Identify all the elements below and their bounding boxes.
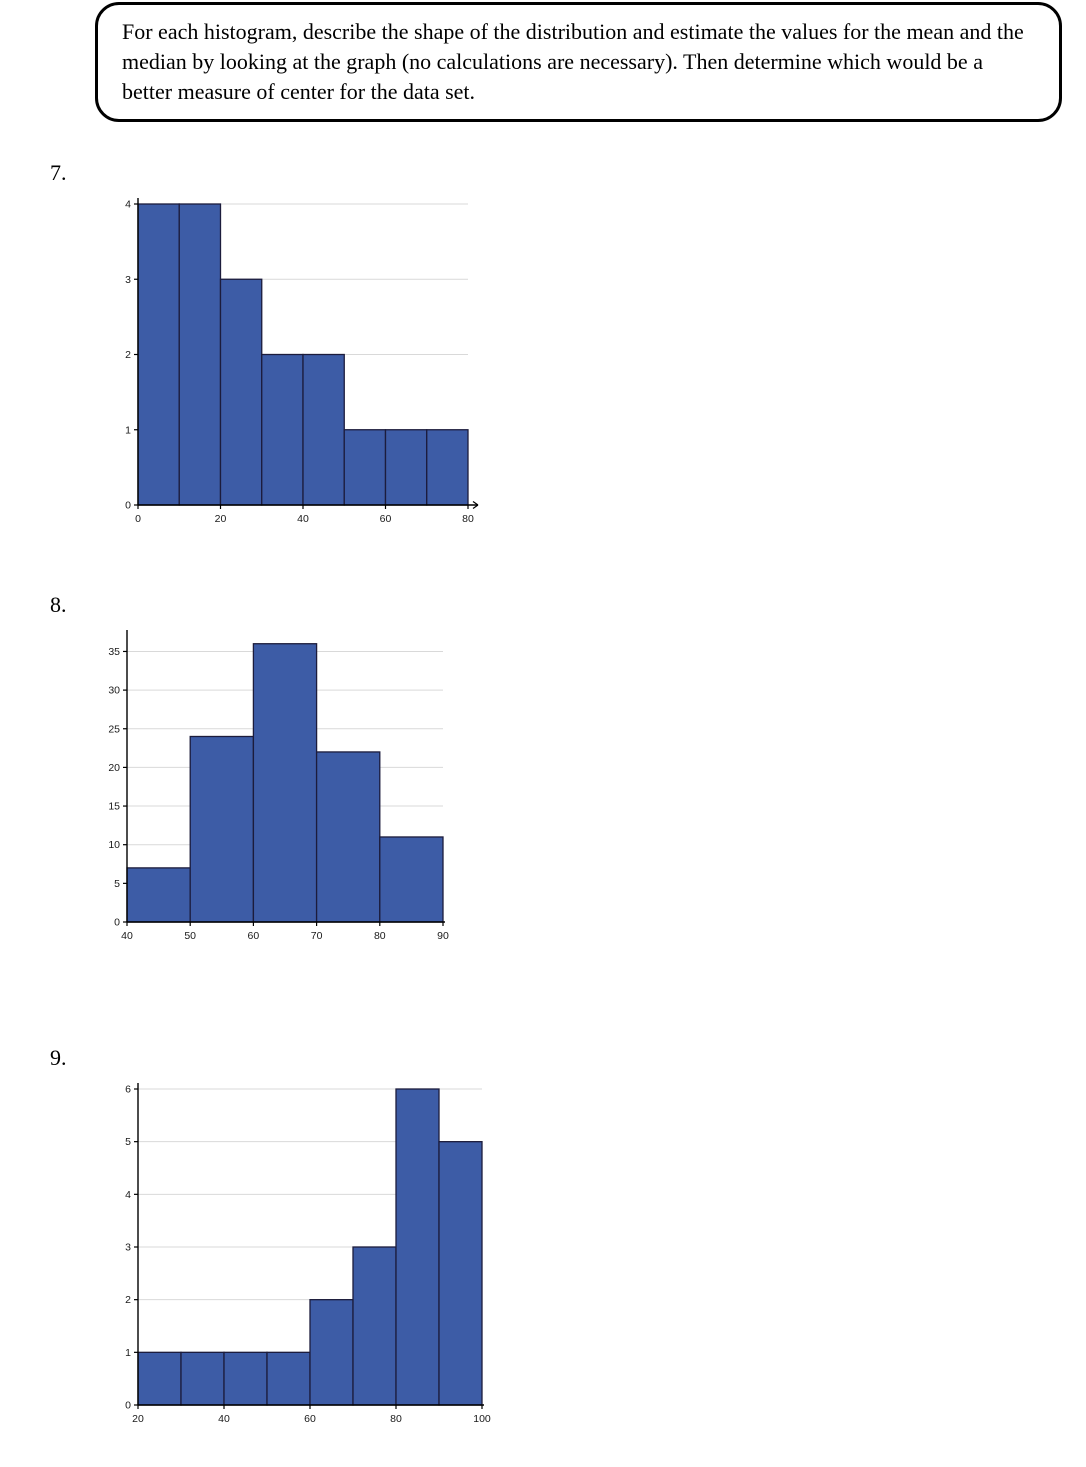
svg-text:15: 15: [108, 801, 120, 813]
problem-8-number: 8.: [50, 592, 67, 617]
svg-text:20: 20: [215, 513, 227, 525]
svg-text:40: 40: [218, 1413, 230, 1425]
svg-text:2: 2: [125, 349, 131, 361]
svg-text:20: 20: [108, 762, 120, 774]
svg-text:6: 6: [125, 1084, 131, 1096]
svg-text:90: 90: [437, 930, 449, 942]
svg-text:60: 60: [248, 930, 260, 942]
svg-text:40: 40: [121, 930, 133, 942]
svg-text:80: 80: [374, 930, 386, 942]
svg-text:0: 0: [114, 917, 120, 929]
svg-text:30: 30: [108, 685, 120, 697]
svg-text:60: 60: [304, 1413, 316, 1425]
histogram-svg: 0 5 10 15 20 25 30 35 40 50 60 70 80 90: [108, 630, 449, 942]
svg-text:40: 40: [297, 513, 309, 525]
svg-text:80: 80: [462, 513, 474, 525]
svg-text:10: 10: [108, 839, 120, 851]
svg-text:4: 4: [125, 1189, 131, 1201]
histogram-8: 0 5 10 15 20 25 30 35 40 50 60 70 80 90: [89, 624, 1086, 959]
histogram-9: 0 1 2 3 4 5 6 20 40 60 80 100: [100, 1077, 1086, 1442]
svg-text:2: 2: [125, 1294, 131, 1306]
svg-text:0: 0: [125, 1400, 131, 1412]
svg-text:5: 5: [125, 1136, 131, 1148]
svg-text:60: 60: [380, 513, 392, 525]
histogram-svg: 0 1 2 3 4 5 6 20 40 60 80 100: [125, 1083, 491, 1425]
svg-text:100: 100: [473, 1413, 491, 1425]
svg-text:1: 1: [125, 1347, 131, 1359]
svg-text:50: 50: [184, 930, 196, 942]
svg-text:3: 3: [125, 1242, 131, 1254]
svg-text:4: 4: [125, 199, 131, 211]
svg-text:80: 80: [390, 1413, 402, 1425]
svg-text:1: 1: [125, 424, 131, 436]
instruction-text: For each histogram, describe the shape o…: [122, 19, 1024, 104]
svg-text:0: 0: [135, 513, 141, 525]
problem-9: 9. 0 1 2 3 4 5 6 20 40 60 80 100: [0, 1045, 1086, 1442]
svg-text:70: 70: [311, 930, 323, 942]
svg-text:35: 35: [108, 646, 120, 658]
problem-8: 8. 0 5 10 15 20 25 30 35 40 50 60 70 80 90: [0, 592, 1086, 959]
instruction-box: For each histogram, describe the shape o…: [95, 2, 1062, 122]
svg-text:20: 20: [132, 1413, 144, 1425]
problem-7: 7. 0 1 2 3 4 0 20 40 60 80: [0, 160, 1086, 542]
svg-text:5: 5: [114, 878, 120, 890]
problem-9-number: 9.: [50, 1045, 67, 1070]
histogram-7: 0 1 2 3 4 0 20 40 60 80: [100, 192, 1086, 542]
svg-text:25: 25: [108, 723, 120, 735]
svg-text:3: 3: [125, 274, 131, 286]
problem-7-number: 7.: [50, 160, 67, 185]
svg-text:0: 0: [125, 500, 131, 512]
